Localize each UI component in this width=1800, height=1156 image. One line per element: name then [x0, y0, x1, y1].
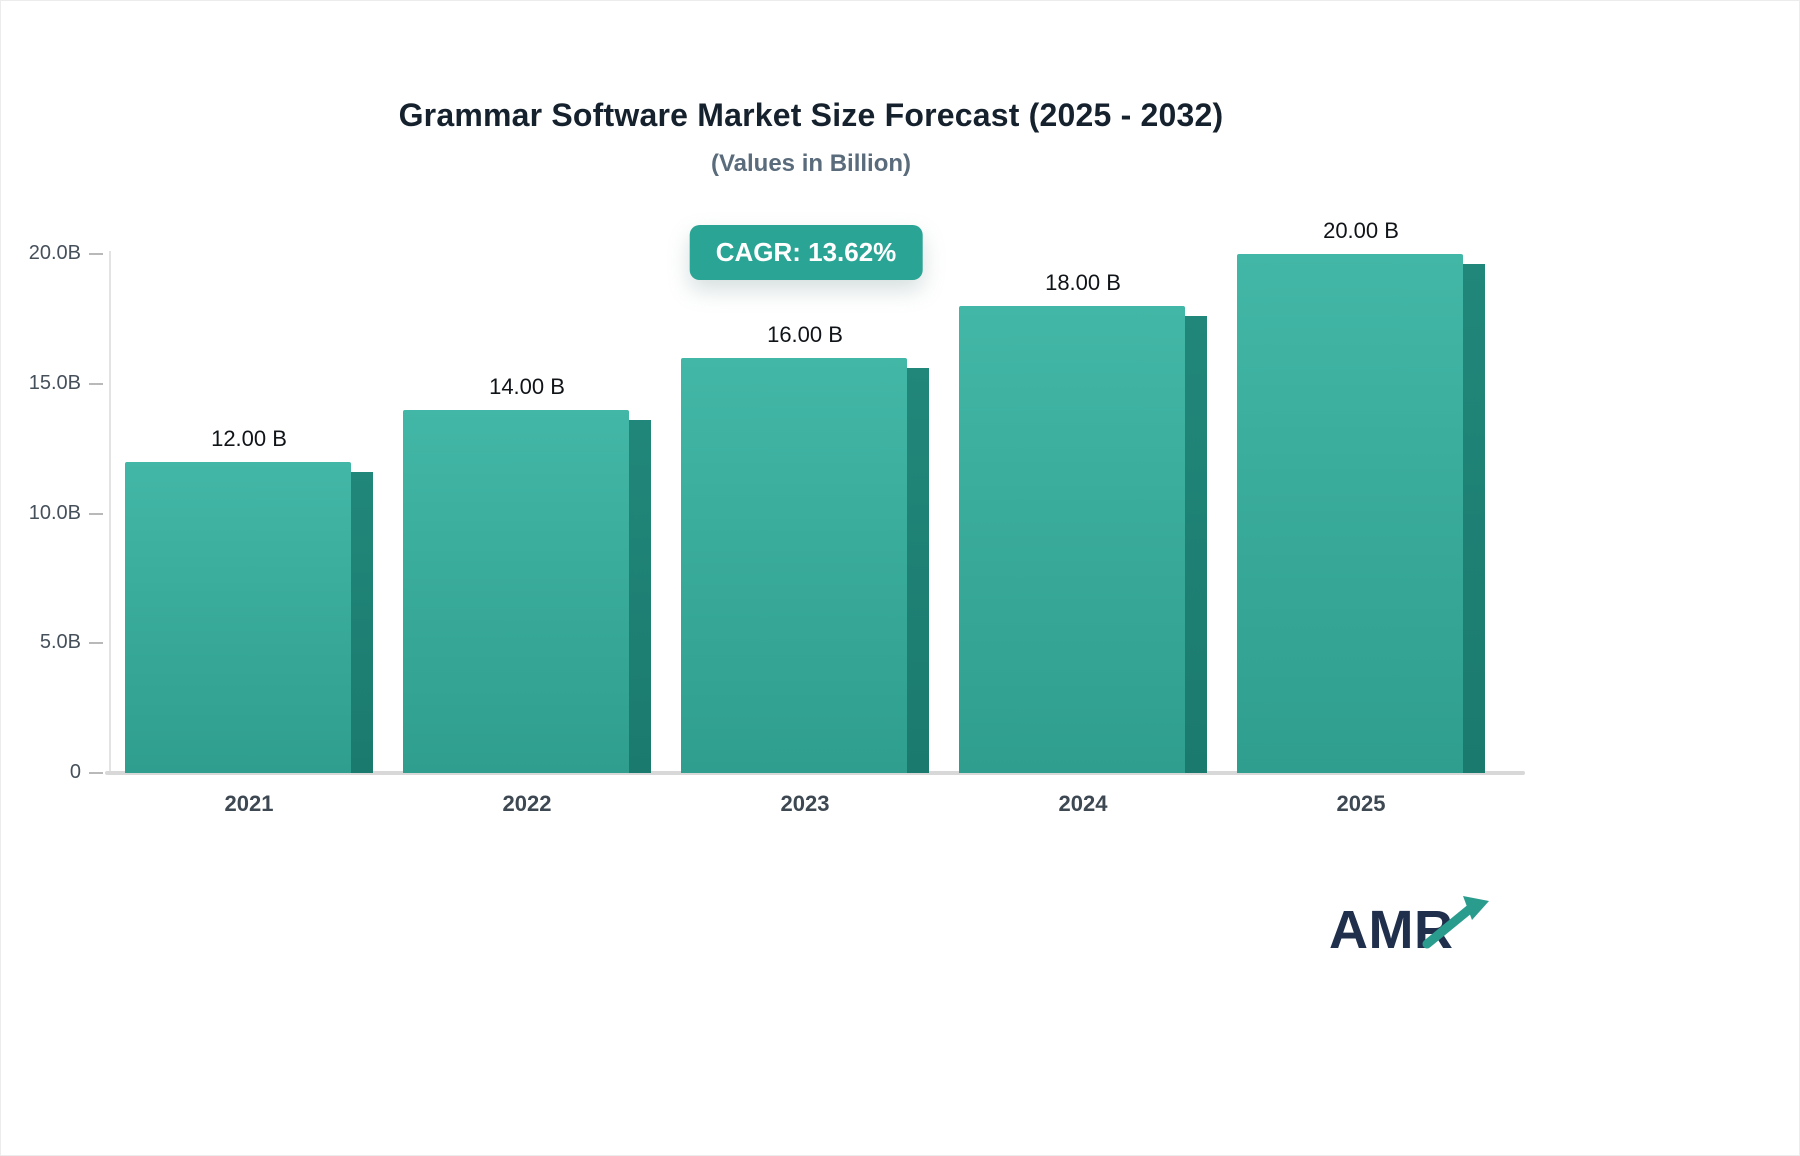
bar-front-face — [1237, 254, 1463, 773]
bar-front-face — [681, 357, 907, 773]
y-tick-label: 10.0B — [28, 501, 81, 524]
bar-front-face — [125, 461, 351, 773]
bar-value-label: 16.00 B — [767, 321, 843, 347]
logo-arrow-icon — [1422, 896, 1490, 949]
y-tick-mark — [89, 253, 103, 255]
y-tick-mark — [89, 642, 103, 645]
x-axis-label-2024: 2024 — [1058, 791, 1108, 816]
bar-2024: 18.00 B — [959, 270, 1207, 773]
bar-side-face — [1185, 315, 1207, 773]
x-axis-label-2025: 2025 — [1336, 791, 1386, 816]
cagr-badge: CAGR: 13.62% — [689, 225, 923, 280]
y-tick-mark — [89, 382, 103, 385]
chart-title: Grammar Software Market Size Forecast (2… — [398, 97, 1224, 133]
bar-side-face — [1463, 264, 1485, 773]
x-axis-label-2022: 2022 — [502, 791, 552, 816]
bar-side-face — [907, 367, 929, 773]
bar-value-label: 12.00 B — [211, 425, 287, 451]
bar-value-label: 14.00 B — [489, 373, 565, 399]
bar-2023: 16.00 B — [681, 322, 929, 773]
bar-side-face — [351, 471, 373, 773]
bar-value-label: 20.00 B — [1323, 218, 1399, 243]
x-axis-label-2021: 2021 — [224, 791, 274, 816]
bar-2022: 14.00 B — [403, 374, 651, 773]
bar-2021: 12.00 B — [125, 426, 373, 773]
y-tick-label: 5.0B — [39, 631, 81, 654]
x-axis-label-2023: 2023 — [780, 791, 830, 816]
y-tick-mark — [89, 512, 103, 515]
y-axis-line — [109, 251, 111, 775]
chart-subtitle: (Values in Billion) — [710, 150, 912, 177]
amr-logo-text: AMR — [1329, 900, 1454, 960]
bar-value-label: 18.00 B — [1045, 269, 1121, 295]
bar-front-face — [403, 409, 629, 773]
y-tick-label: 15.0B — [28, 371, 81, 394]
y-tick-label: 0 — [69, 761, 81, 783]
bar-side-face — [629, 419, 651, 773]
amr-logo: AMR — [1329, 896, 1493, 961]
bar-2025: 20.00 B — [1237, 218, 1485, 773]
chart-header: Grammar Software Market Size Forecast (2… — [1, 97, 1621, 178]
y-tick-label: 20.0B — [28, 242, 81, 264]
bar-front-face — [959, 305, 1185, 773]
y-tick-mark — [89, 772, 103, 774]
x-axis-line — [105, 771, 1525, 775]
